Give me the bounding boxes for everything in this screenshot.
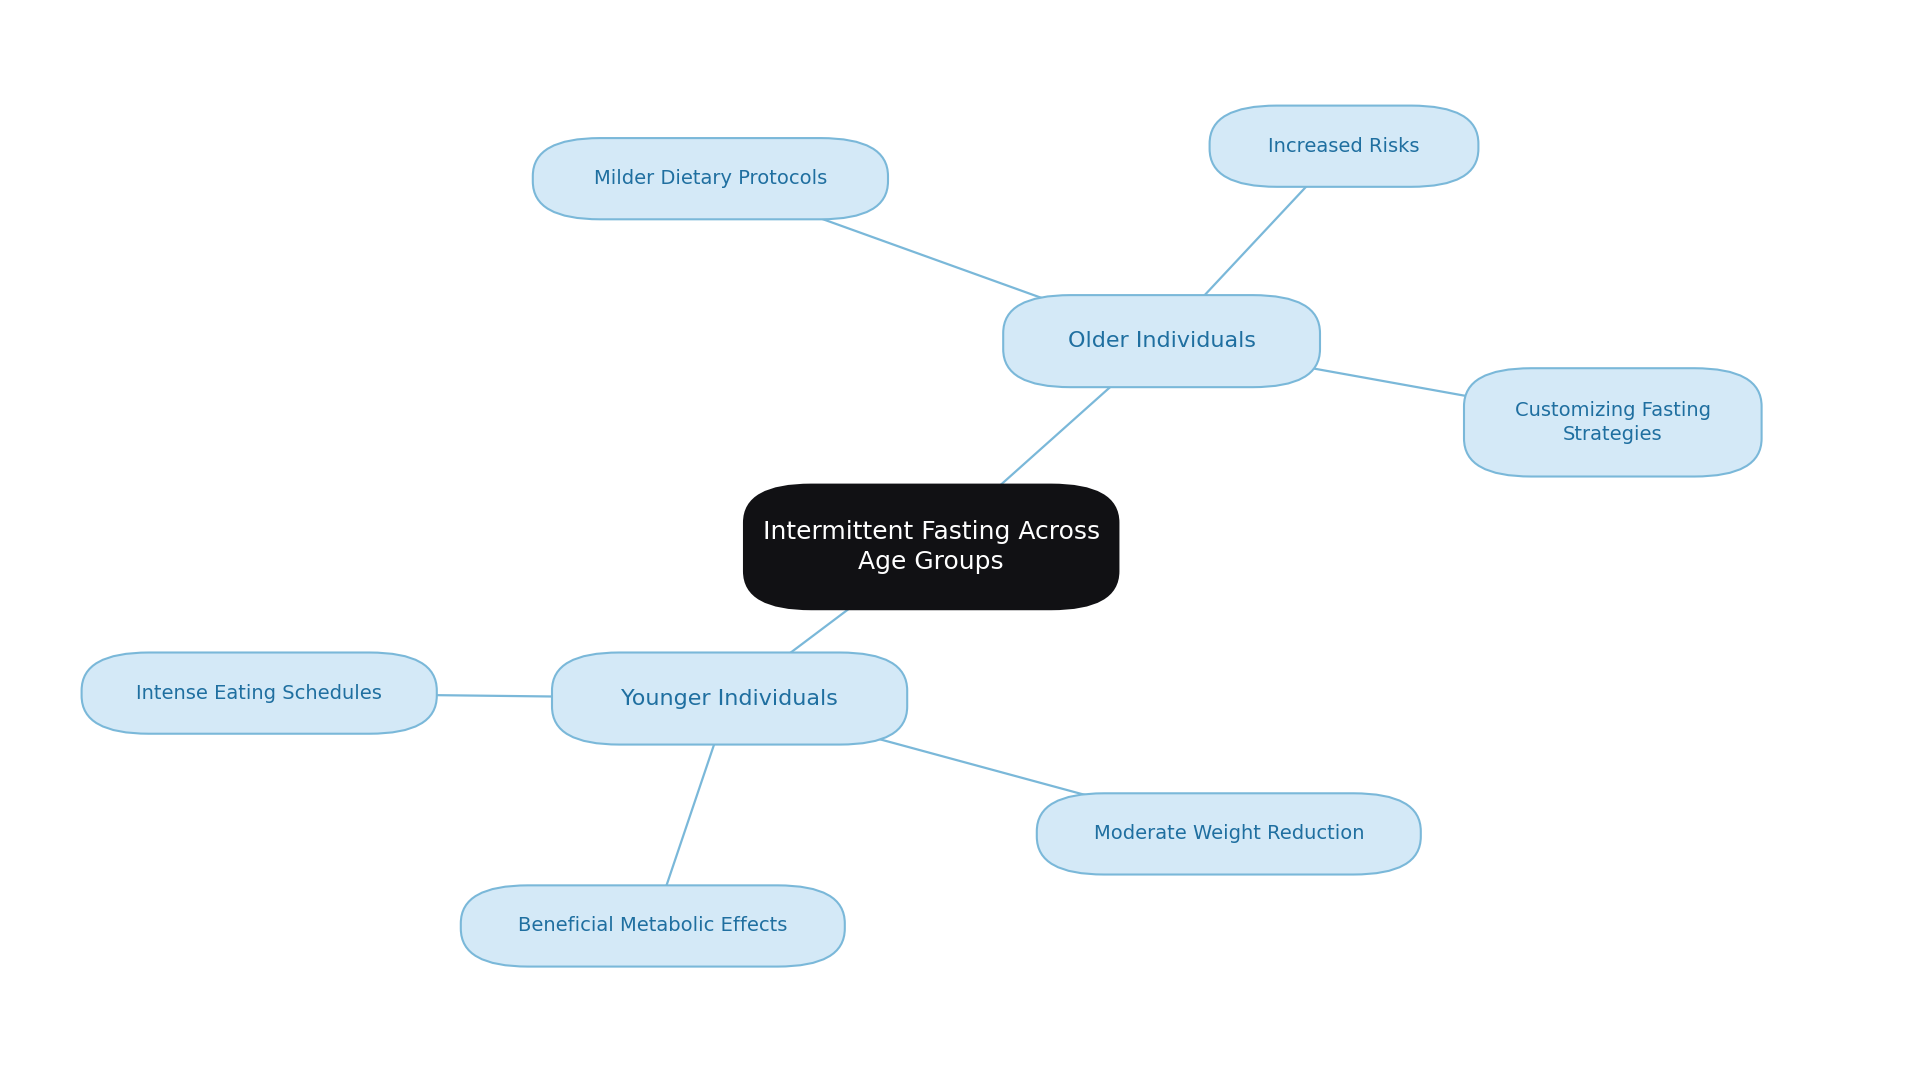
- Text: Older Individuals: Older Individuals: [1068, 331, 1256, 351]
- Text: Younger Individuals: Younger Individuals: [622, 689, 837, 708]
- Text: Customizing Fasting
Strategies: Customizing Fasting Strategies: [1515, 401, 1711, 444]
- FancyBboxPatch shape: [83, 652, 438, 734]
- Text: Intermittent Fasting Across
Age Groups: Intermittent Fasting Across Age Groups: [762, 520, 1100, 574]
- Text: Moderate Weight Reduction: Moderate Weight Reduction: [1094, 824, 1363, 844]
- FancyBboxPatch shape: [461, 886, 845, 967]
- FancyBboxPatch shape: [1037, 793, 1421, 875]
- Text: Beneficial Metabolic Effects: Beneficial Metabolic Effects: [518, 916, 787, 936]
- FancyBboxPatch shape: [1002, 295, 1321, 387]
- FancyBboxPatch shape: [743, 485, 1117, 609]
- FancyBboxPatch shape: [553, 652, 906, 745]
- FancyBboxPatch shape: [1463, 368, 1763, 477]
- Text: Intense Eating Schedules: Intense Eating Schedules: [136, 683, 382, 703]
- Text: Milder Dietary Protocols: Milder Dietary Protocols: [593, 169, 828, 188]
- Text: Increased Risks: Increased Risks: [1269, 136, 1419, 156]
- FancyBboxPatch shape: [532, 139, 887, 219]
- FancyBboxPatch shape: [1210, 106, 1478, 186]
